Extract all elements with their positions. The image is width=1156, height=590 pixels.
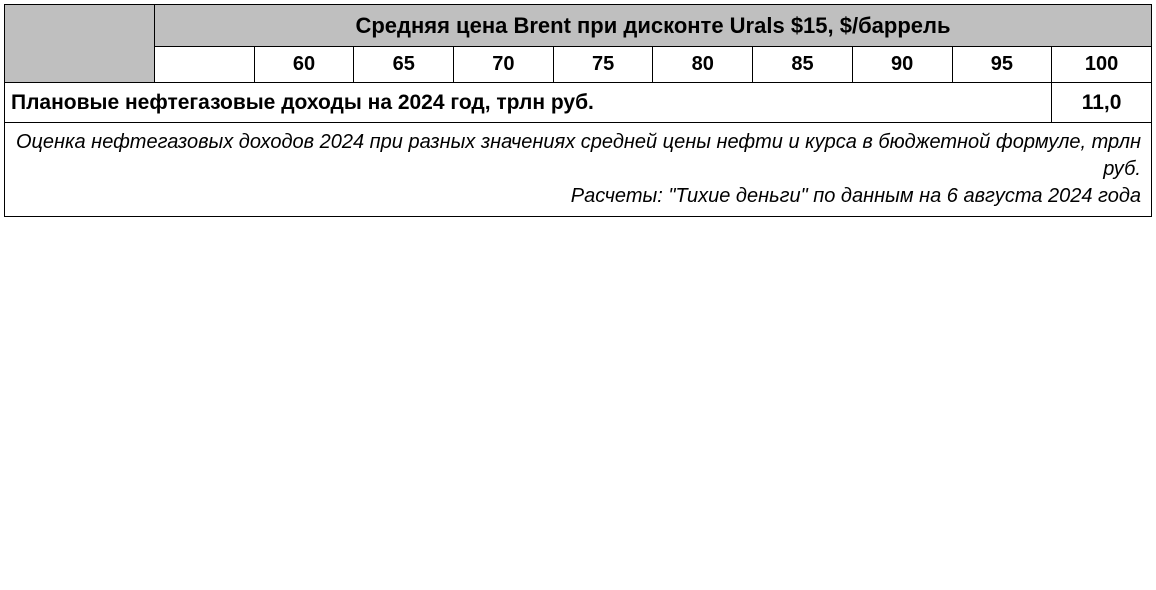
column-header: 100 — [1052, 47, 1152, 83]
footer-value: 11,0 — [1052, 83, 1152, 123]
column-header: 90 — [852, 47, 952, 83]
caption-line-1: Оценка нефтегазовых доходов 2024 при раз… — [16, 131, 1141, 180]
table-title: Средняя цена Brent при дисконте Urals $1… — [155, 5, 1152, 47]
sensitivity-table: Средняя цена Brent при дисконте Urals $1… — [4, 4, 1152, 123]
column-header: 60 — [254, 47, 354, 83]
caption: Оценка нефтегазовых доходов 2024 при раз… — [4, 123, 1152, 217]
column-header: 80 — [653, 47, 753, 83]
footer-row: Плановые нефтегазовые доходы на 2024 год… — [5, 83, 1152, 123]
footer-label: Плановые нефтегазовые доходы на 2024 год… — [5, 83, 1052, 123]
column-header: 75 — [553, 47, 653, 83]
column-header: 85 — [753, 47, 853, 83]
column-header: 65 — [354, 47, 454, 83]
caption-line-2: Расчеты: "Тихие деньги" по данным на 6 а… — [571, 185, 1141, 207]
column-header: 70 — [454, 47, 554, 83]
table-container: Средняя цена Brent при дисконте Urals $1… — [0, 0, 1156, 590]
title-row: Средняя цена Brent при дисконте Urals $1… — [5, 5, 1152, 47]
column-header: 95 — [952, 47, 1052, 83]
column-header-row: 6065707580859095100 — [5, 47, 1152, 83]
corner-blank — [155, 47, 255, 83]
